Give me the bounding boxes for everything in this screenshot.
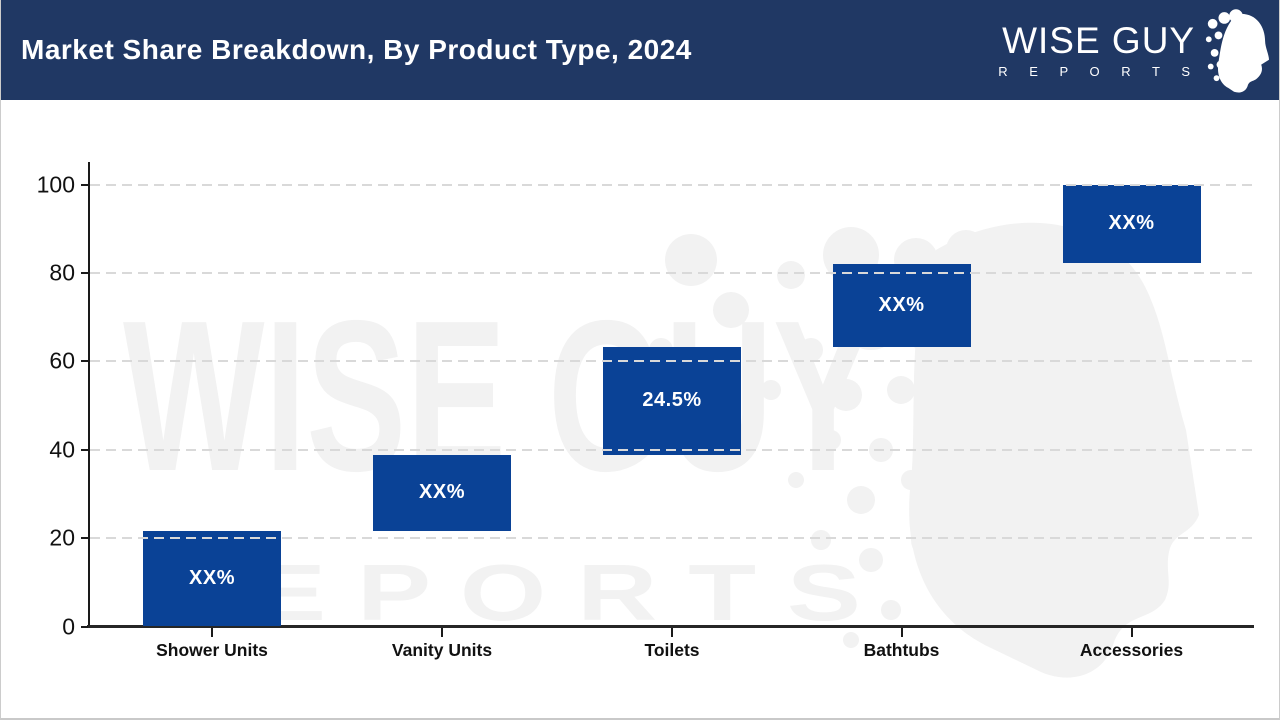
- bar-vanity-units: XX%: [373, 455, 511, 531]
- y-tick-mark-20: [81, 537, 88, 540]
- category-label-bathtubs: Bathtubs: [863, 640, 940, 660]
- y-tick-mark-80: [81, 271, 88, 274]
- x-tick-mark-toilets: [671, 628, 673, 637]
- category-label-shower-units: Shower Units: [156, 640, 268, 660]
- bar-accessories: XX%: [1062, 184, 1201, 263]
- gridline-100: [90, 183, 1254, 186]
- logo-subtitle: R E P O R T S: [998, 64, 1199, 79]
- gridline-20: [90, 537, 1254, 540]
- logo-text: WISE GUY R E P O R T S: [998, 20, 1199, 80]
- gridline-60: [90, 360, 1254, 363]
- bar-value-label-bathtubs: XX%: [878, 293, 925, 316]
- y-tick-label-60: 60: [49, 347, 75, 374]
- category-label-vanity-units: Vanity Units: [391, 640, 493, 660]
- bar-toilets: 24.5%: [603, 346, 741, 455]
- y-tick-label-40: 40: [49, 436, 75, 463]
- category-label-toilets: Toilets: [644, 640, 700, 660]
- y-tick-label-0: 0: [62, 613, 75, 639]
- gridline-40: [90, 448, 1254, 451]
- y-tick-label-100: 100: [36, 171, 75, 197]
- x-tick-mark-bathtubs: [900, 628, 903, 637]
- bar-value-label-accessories: XX%: [1108, 212, 1155, 235]
- header-bar: Market Share Breakdown, By Product Type,…: [1, 0, 1279, 100]
- waterfall-chart: WISE GUY R E P O R T S XX% XX% 24.5% XX% XX%…: [1, 100, 1279, 718]
- x-axis-line: [87, 625, 1254, 628]
- category-label-accessories: Accessories: [1079, 640, 1184, 660]
- bar-shower-units: XX%: [143, 531, 281, 627]
- bar-bathtubs: XX%: [832, 264, 971, 347]
- y-tick-label-20: 20: [49, 524, 75, 551]
- gridline-80: [90, 271, 1254, 274]
- bar-value-label-vanity-units: XX%: [419, 481, 465, 504]
- page-title: Market Share Breakdown, By Product Type,…: [21, 34, 692, 65]
- y-tick-label-80: 80: [49, 259, 75, 286]
- bar-value-label-shower-units: XX%: [189, 567, 235, 590]
- y-tick-mark-0: [81, 625, 88, 628]
- x-tick-mark-vanity-units: [441, 628, 443, 637]
- logo-wordmark: WISE GUY: [1002, 20, 1196, 61]
- x-tick-mark-accessories: [1130, 628, 1133, 637]
- wise-guy-logo: WISE GUY R E P O R T S: [998, 5, 1269, 95]
- logo-head-icon: [1205, 9, 1269, 93]
- bar-value-label-toilets: 24.5%: [642, 389, 702, 412]
- y-tick-mark-60: [81, 360, 88, 363]
- y-axis-line: [88, 162, 90, 628]
- y-tick-mark-100: [81, 183, 88, 186]
- x-tick-mark-shower-units: [211, 628, 213, 637]
- y-tick-mark-40: [81, 448, 88, 451]
